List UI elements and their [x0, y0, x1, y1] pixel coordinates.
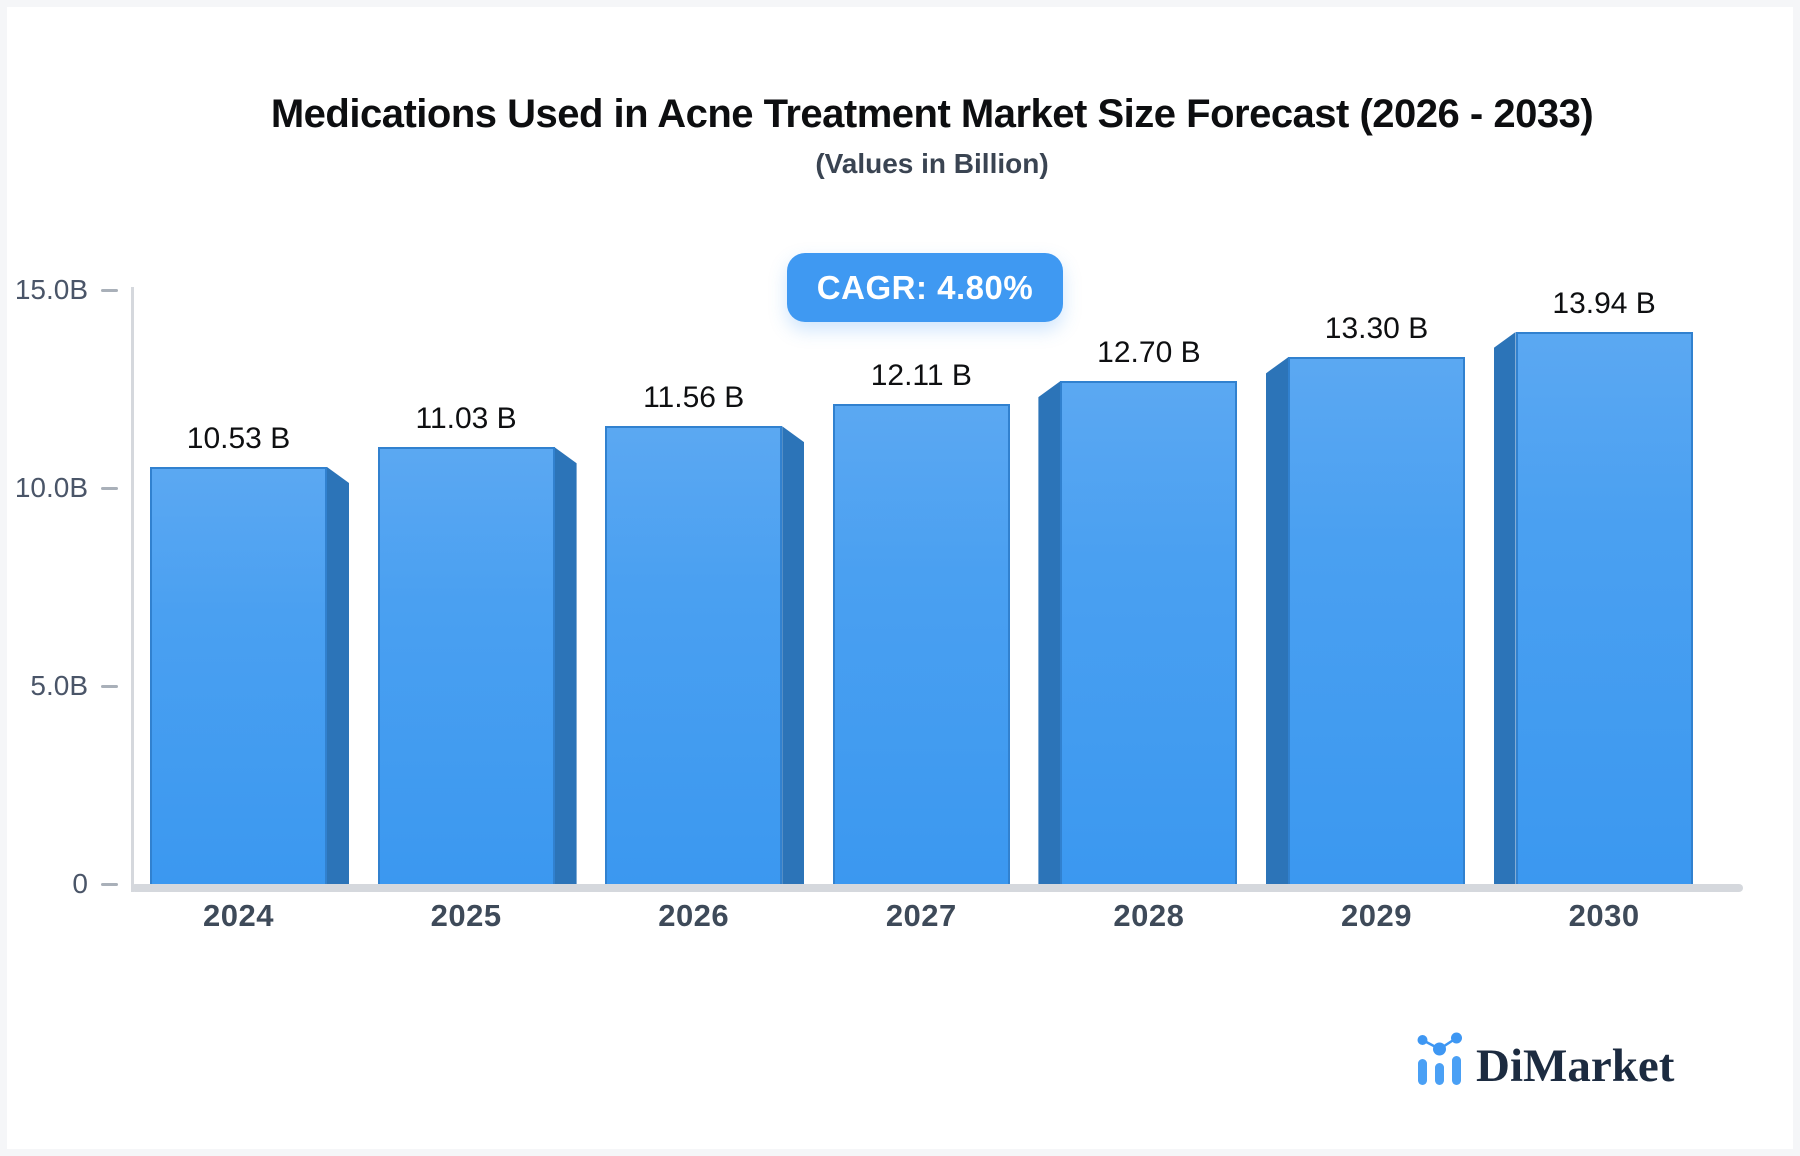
x-axis-label-2029: 2029 — [1341, 898, 1412, 933]
bar-2027[interactable] — [832, 404, 1010, 884]
bar-value-label-2028: 12.70 B — [1097, 336, 1201, 370]
bar-chart-trend-icon — [1417, 1032, 1462, 1085]
y-axis-tick — [101, 486, 118, 490]
y-axis-line — [131, 287, 134, 892]
bar-value-label-2029: 13.30 B — [1324, 312, 1429, 346]
y-axis-label: 0 — [72, 868, 88, 899]
x-axis-label-2025: 2025 — [430, 898, 502, 933]
x-axis-label-2026: 2026 — [658, 898, 730, 933]
bar-value-label-2024: 10.53 B — [186, 422, 291, 455]
y-axis-label: 15.0B — [14, 274, 88, 305]
chart-title: Medications Used in Acne Treatment Marke… — [270, 92, 1594, 136]
bar-2025[interactable] — [377, 447, 555, 884]
x-axis-label-2024: 2024 — [203, 898, 274, 933]
bar-side-2026 — [782, 426, 805, 884]
brand-logo: DiMarket — [1414, 1032, 1674, 1090]
bar-side-2024 — [327, 467, 349, 884]
x-axis-label-2028: 2028 — [1113, 898, 1185, 933]
y-axis-label: 10.0B — [14, 472, 88, 503]
bar-2024[interactable] — [150, 467, 327, 884]
cagr-badge: CAGR: 4.80% — [787, 253, 1063, 322]
x-axis-label-2030: 2030 — [1568, 898, 1640, 933]
x-axis-baseline — [131, 884, 1743, 892]
bar-value-label-2025: 11.03 B — [415, 402, 517, 436]
x-axis-label-2027: 2027 — [885, 898, 957, 933]
bar-2030[interactable] — [1515, 331, 1693, 884]
bar-2026[interactable] — [605, 426, 783, 884]
bar-side-2025 — [554, 447, 577, 884]
y-axis-tick — [101, 882, 118, 886]
bar-side-2028 — [1038, 381, 1061, 884]
cagr-badge-label: CAGR: 4.80% — [816, 268, 1034, 306]
chart-subtitle: (Values in Billion) — [815, 148, 1049, 179]
bar-side-2030 — [1493, 331, 1516, 884]
brand-name: DiMarket — [1476, 1040, 1675, 1092]
bar-value-label-2030: 13.94 B — [1552, 286, 1656, 320]
y-axis-tick — [101, 684, 118, 688]
y-axis-label: 5.0B — [30, 670, 88, 701]
bar-2028[interactable] — [1060, 381, 1238, 884]
bar-value-label-2027: 12.11 B — [870, 359, 972, 393]
bar-2029[interactable] — [1288, 357, 1465, 884]
bar-side-2029 — [1266, 357, 1288, 884]
y-axis-tick — [101, 288, 118, 292]
bar-value-label-2026: 11.56 B — [643, 381, 745, 415]
